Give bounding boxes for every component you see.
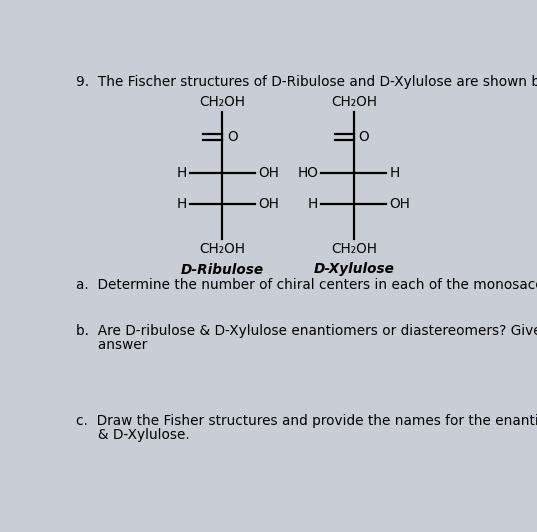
Text: D-Ribulose: D-Ribulose xyxy=(180,262,264,277)
Text: 9.  The Fischer structures of D-Ribulose and D-Xylulose are shown below:: 9. The Fischer structures of D-Ribulose … xyxy=(76,76,537,89)
Text: H: H xyxy=(389,166,400,180)
Text: CH₂OH: CH₂OH xyxy=(199,243,245,256)
Text: O: O xyxy=(359,130,369,144)
Text: OH: OH xyxy=(258,166,279,180)
Text: OH: OH xyxy=(258,197,279,211)
Text: H: H xyxy=(308,197,318,211)
Text: OH: OH xyxy=(389,197,410,211)
Text: CH₂OH: CH₂OH xyxy=(199,95,245,109)
Text: CH₂OH: CH₂OH xyxy=(331,243,377,256)
Text: H: H xyxy=(176,197,186,211)
Text: O: O xyxy=(227,130,237,144)
Text: b.  Are D-ribulose & D-Xylulose enantiomers or diastereomers? Give reason for yo: b. Are D-ribulose & D-Xylulose enantiome… xyxy=(76,324,537,338)
Text: answer: answer xyxy=(76,338,148,352)
Text: CH₂OH: CH₂OH xyxy=(331,95,377,109)
Text: & D-Xylulose.: & D-Xylulose. xyxy=(76,428,190,442)
Text: c.  Draw the Fisher structures and provide the names for the enantiomers of D-Ri: c. Draw the Fisher structures and provid… xyxy=(76,414,537,428)
Text: H: H xyxy=(176,166,186,180)
Text: a.  Determine the number of chiral centers in each of the monosaccharides: a. Determine the number of chiral center… xyxy=(76,278,537,292)
Text: HO: HO xyxy=(297,166,318,180)
Text: D-Xylulose: D-Xylulose xyxy=(314,262,394,277)
